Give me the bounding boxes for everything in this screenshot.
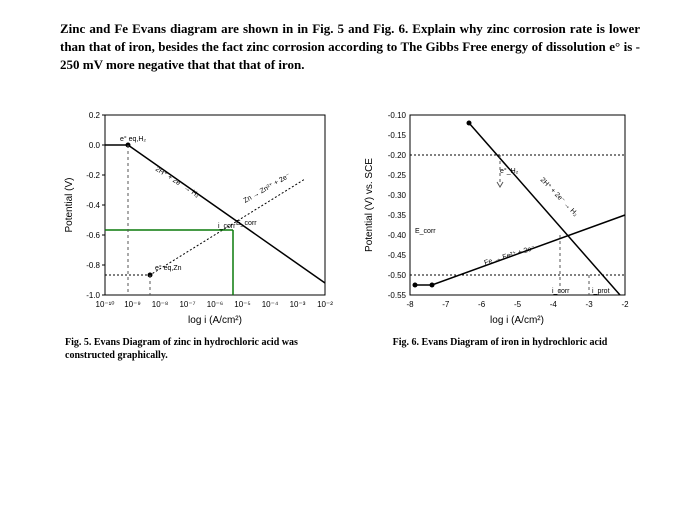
svg-text:-5: -5	[514, 300, 522, 309]
svg-text:-1.0: -1.0	[86, 291, 100, 300]
svg-text:10⁻⁵: 10⁻⁵	[234, 300, 250, 309]
fig6-xticks: -8 -7 -6 -5 -4 -3 -2	[406, 300, 629, 309]
svg-text:10⁻³: 10⁻³	[290, 300, 306, 309]
svg-text:-0.10: -0.10	[388, 111, 407, 120]
fig6-iprot-label: i_prot	[592, 288, 610, 295]
svg-text:10⁻⁴: 10⁻⁴	[262, 300, 279, 309]
fig5-xticks: 10⁻¹⁰ 10⁻⁹ 10⁻⁸ 10⁻⁷ 10⁻⁶ 10⁻⁵ 10⁻⁴ 10⁻³…	[96, 300, 334, 309]
svg-text:10⁻⁷: 10⁻⁷	[179, 300, 195, 309]
svg-text:10⁻⁹: 10⁻⁹	[124, 300, 141, 309]
svg-text:-0.15: -0.15	[388, 131, 407, 140]
svg-text:-7: -7	[442, 300, 450, 309]
svg-text:-0.55: -0.55	[388, 291, 407, 300]
fig5-wrap: 0.2 0.0 -0.2 -0.4 -0.6 -0.8 -1.0 10⁻¹⁰ 1…	[60, 105, 340, 362]
fig5-caption: Fig. 5. Evans Diagram of zinc in hydroch…	[65, 336, 335, 362]
fig5-yticks: 0.2 0.0 -0.2 -0.4 -0.6 -0.8 -1.0	[86, 111, 105, 300]
fig5-icorr-label: i_corr	[218, 223, 236, 230]
svg-text:0.0: 0.0	[89, 141, 101, 150]
fig6-eh-label: e°_H₂	[500, 167, 519, 175]
svg-text:10⁻⁶: 10⁻⁶	[207, 300, 223, 309]
svg-text:-3: -3	[586, 300, 594, 309]
fig5-ylabel: Potential (V)	[64, 177, 75, 232]
svg-text:-0.50: -0.50	[388, 271, 407, 280]
svg-text:10⁻¹⁰: 10⁻¹⁰	[96, 300, 115, 309]
fig5-ecorr-label: E_corr	[236, 220, 257, 227]
svg-text:0.2: 0.2	[89, 111, 101, 120]
svg-text:-0.2: -0.2	[86, 171, 100, 180]
fig5-xlabel: log i (A/cm²)	[188, 315, 242, 326]
fig6-xlabel: log i (A/cm²)	[490, 315, 544, 326]
charts-row: 0.2 0.0 -0.2 -0.4 -0.6 -0.8 -1.0 10⁻¹⁰ 1…	[60, 105, 640, 362]
svg-text:-0.40: -0.40	[388, 231, 407, 240]
svg-text:-0.8: -0.8	[86, 261, 100, 270]
fig6-icorr-label: i_corr	[552, 288, 570, 295]
svg-text:10⁻⁸: 10⁻⁸	[152, 300, 169, 309]
svg-text:-0.25: -0.25	[388, 171, 407, 180]
fig6-caption: Fig. 6. Evans Diagram of iron in hydroch…	[393, 336, 608, 349]
svg-text:-0.4: -0.4	[86, 201, 100, 210]
svg-text:-0.6: -0.6	[86, 231, 100, 240]
svg-text:-0.45: -0.45	[388, 251, 407, 260]
svg-text:-4: -4	[550, 300, 558, 309]
question-text: Zinc and Fe Evans diagram are shown in i…	[60, 20, 640, 75]
fig6-ylabel: Potential (V) vs. SCE	[364, 157, 375, 251]
svg-text:-0.35: -0.35	[388, 211, 407, 220]
svg-text:-0.20: -0.20	[388, 151, 407, 160]
svg-text:-2: -2	[621, 300, 629, 309]
svg-text:-6: -6	[478, 300, 486, 309]
fig6-wrap: -0.10 -0.15 -0.20 -0.25 -0.30 -0.35 -0.4…	[360, 105, 640, 349]
svg-text:10⁻²: 10⁻²	[317, 300, 333, 309]
fig6-ecorr-label: E_corr	[415, 228, 436, 235]
fig6-chart: -0.10 -0.15 -0.20 -0.25 -0.30 -0.35 -0.4…	[360, 105, 640, 330]
fig5-eqzn-label: e° eq,Zn	[155, 264, 182, 272]
svg-text:-8: -8	[406, 300, 414, 309]
fig5-eqh2-label: e° eq,H₂	[120, 135, 146, 143]
fig6-yticks: -0.10 -0.15 -0.20 -0.25 -0.30 -0.35 -0.4…	[388, 111, 407, 300]
svg-text:-0.30: -0.30	[388, 191, 407, 200]
fig5-chart: 0.2 0.0 -0.2 -0.4 -0.6 -0.8 -1.0 10⁻¹⁰ 1…	[60, 105, 340, 330]
